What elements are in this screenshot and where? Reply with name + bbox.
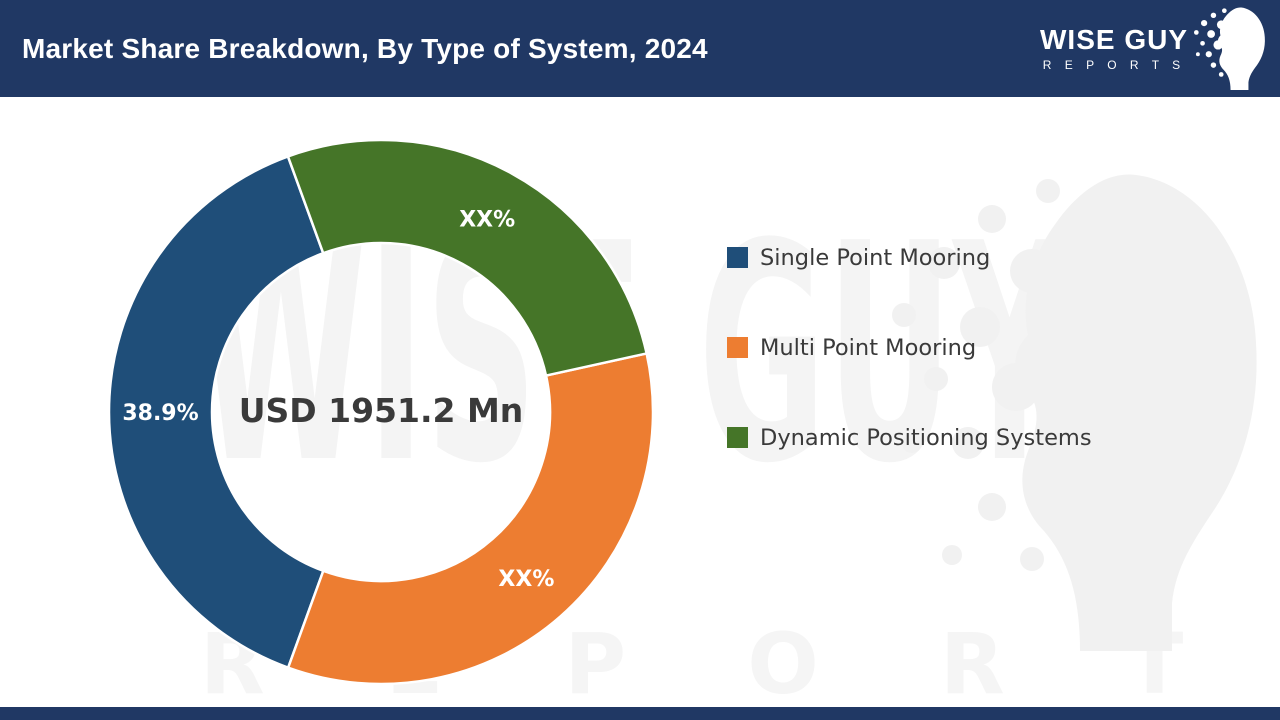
donut-slice-2 xyxy=(286,138,648,377)
legend-label: Multi Point Mooring xyxy=(760,334,977,361)
watermark-face-icon xyxy=(892,174,1257,651)
legend-item-dynamic-positioning-systems: Dynamic Positioning Systems xyxy=(727,424,1092,451)
brand-name: WISE GUY xyxy=(1039,23,1188,55)
brand-face-icon xyxy=(1194,7,1265,90)
page-title: Market Share Breakdown, By Type of Syste… xyxy=(22,33,708,64)
legend-swatch-blue xyxy=(727,247,748,268)
header-bar: Market Share Breakdown, By Type of Syste… xyxy=(0,0,1280,97)
legend: Single Point Mooring Multi Point Mooring… xyxy=(727,244,1092,514)
legend-item-multi-point-mooring: Multi Point Mooring xyxy=(727,334,1092,361)
brand-wordmark: WISE GUY R E P O R T S xyxy=(1040,24,1188,73)
legend-label: Single Point Mooring xyxy=(760,244,991,271)
legend-swatch-orange xyxy=(727,337,748,358)
legend-item-single-point-mooring: Single Point Mooring xyxy=(727,244,1092,271)
slice-label-2: XX% xyxy=(459,208,515,233)
legend-label: Dynamic Positioning Systems xyxy=(760,424,1092,451)
slice-label-1: XX% xyxy=(498,567,554,592)
brand-subtitle: R E P O R T S xyxy=(1042,57,1186,72)
donut-slice-0 xyxy=(107,155,325,669)
brand-logo: WISE GUY R E P O R T S xyxy=(1040,6,1268,90)
legend-swatch-green xyxy=(727,427,748,448)
donut-center-value: USD 1951.2 Mn xyxy=(238,391,524,430)
slice-label-0: 38.9% xyxy=(122,401,198,426)
footer-bar xyxy=(0,707,1280,720)
donut-slice-1 xyxy=(286,352,655,686)
